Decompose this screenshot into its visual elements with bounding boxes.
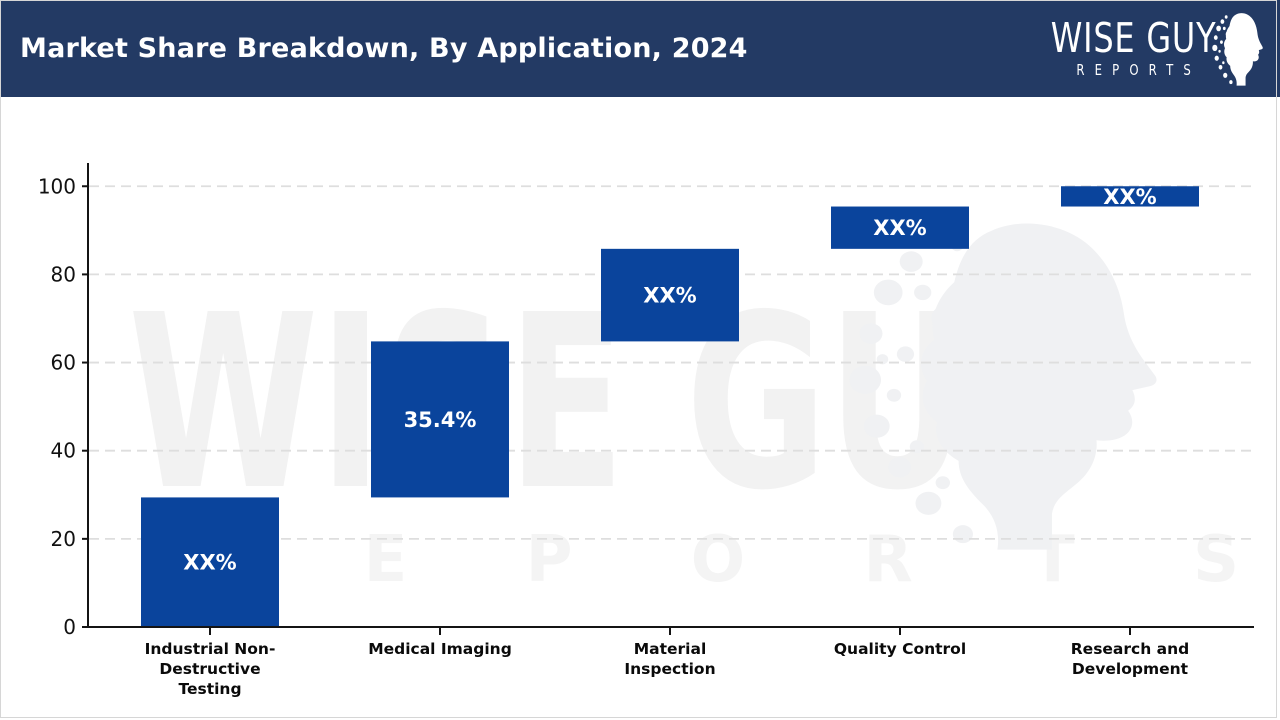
brand-subname: REPORTS	[1075, 61, 1201, 79]
y-tick-label: 60	[51, 351, 76, 375]
category-label: Material Inspection	[624, 640, 715, 678]
y-tick-label: 0	[63, 615, 76, 639]
bar-value-label: XX%	[643, 284, 696, 308]
bar-value-label: XX%	[873, 216, 926, 240]
y-tick-label: 40	[51, 439, 76, 463]
brand-text: WISE GUY REPORTS	[1050, 14, 1216, 80]
bar	[141, 497, 279, 627]
bar	[1061, 186, 1199, 207]
bar-value-label: XX%	[1103, 185, 1156, 209]
brand-name: WISE GUY	[1050, 14, 1216, 62]
y-tick-label: 80	[51, 262, 76, 286]
category-label: Medical Imaging	[368, 640, 512, 658]
bar-value-label: XX%	[183, 551, 236, 575]
bar	[601, 248, 739, 342]
category-label: Research and Development	[1071, 640, 1190, 678]
header: Market Share Breakdown, By Application, …	[0, 0, 1280, 97]
y-tick-label: 20	[51, 527, 76, 551]
wiseguy-head-icon	[1212, 12, 1263, 86]
bar-value-label: 35.4%	[404, 408, 477, 432]
category-label: Industrial Non-Destructive Testing	[145, 640, 276, 698]
bar	[371, 341, 509, 498]
category-label: Quality Control	[834, 640, 966, 658]
page-title: Market Share Breakdown, By Application, …	[20, 33, 748, 64]
brand-logo: WISE GUY REPORTS	[1004, 0, 1264, 97]
y-tick-label: 100	[38, 174, 76, 198]
